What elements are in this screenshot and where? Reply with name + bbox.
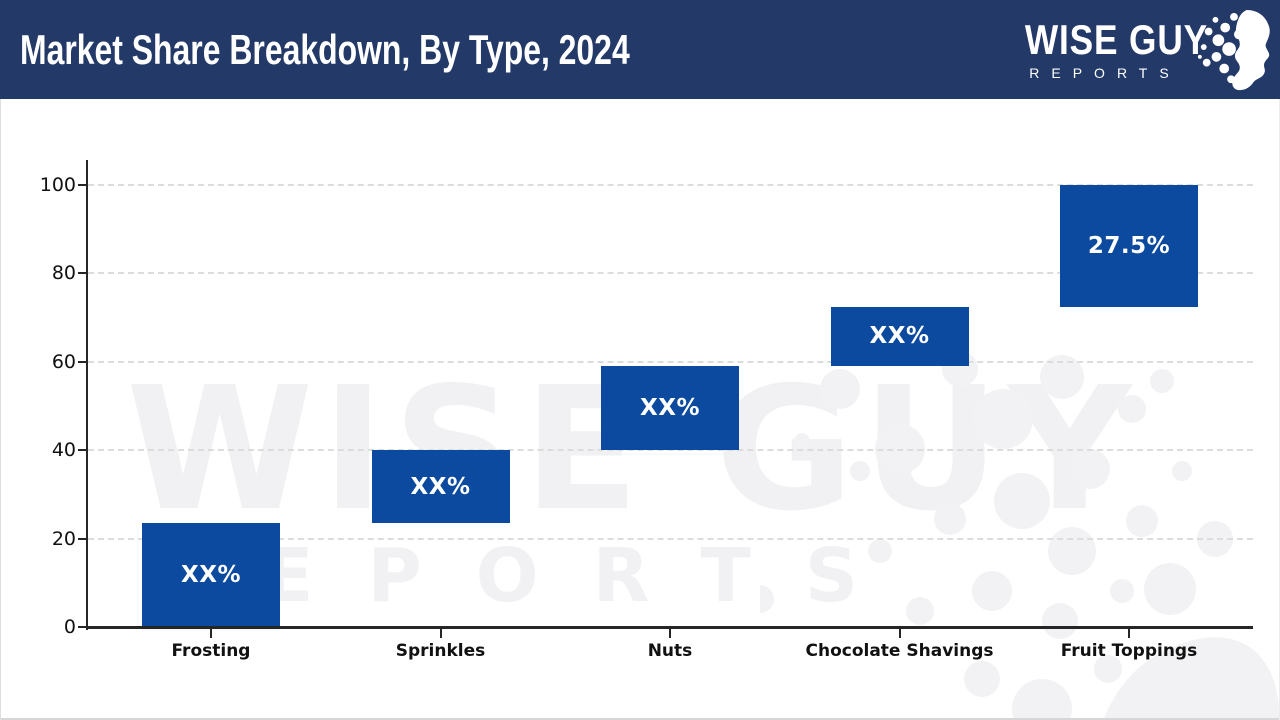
bar-value-label: 27.5% <box>1087 232 1171 259</box>
x-axis-category-label: Chocolate Shavings <box>805 641 994 661</box>
x-axis-line <box>88 626 1253 629</box>
x-axis-tick <box>669 629 671 638</box>
y-axis-line <box>86 160 88 630</box>
bar-value-label: XX% <box>869 323 930 350</box>
x-axis-tick <box>439 629 442 638</box>
y-axis-tick-label: 100 <box>39 174 76 196</box>
x-axis-tick <box>898 629 901 638</box>
page-header: Market Share Breakdown, By Type, 2024 WI… <box>0 0 1280 99</box>
chart-area: WISE GUY REPORTS XX%XX%XX%XX%27.5% 02040… <box>0 99 1280 720</box>
gridline <box>88 272 1253 275</box>
y-axis-tick <box>78 360 88 363</box>
waterfall-bar-chocolate-shavings: XX% <box>830 306 969 367</box>
x-axis-category-label: Sprinkles <box>395 641 486 661</box>
y-axis-tick <box>78 537 88 540</box>
waterfall-bar-nuts: XX% <box>601 366 739 451</box>
x-axis-tick <box>210 629 212 638</box>
waterfall-bar-fruit-toppings: 27.5% <box>1060 185 1198 307</box>
logo-face-icon <box>1195 10 1270 91</box>
gridline <box>88 449 1253 452</box>
logo-subtitle: REPORTS <box>1029 65 1181 82</box>
left-edge-line <box>0 99 1 720</box>
watermark-face-icon <box>760 351 1280 720</box>
gridline <box>88 360 1253 363</box>
y-axis-tick <box>78 272 88 275</box>
wiseguy-logo: WISE GUY REPORTS <box>1012 4 1272 96</box>
y-axis-tick <box>78 184 88 186</box>
waterfall-bar-frosting: XX% <box>142 523 280 627</box>
logo-text: WISE GUY REPORTS <box>990 16 1208 81</box>
page-title: Market Share Breakdown, By Type, 2024 <box>20 25 630 73</box>
gridline <box>88 184 1253 186</box>
y-axis-tick-label: 80 <box>51 262 76 285</box>
x-axis-category-label: Nuts <box>647 641 693 661</box>
y-axis-tick-label: 20 <box>51 527 76 550</box>
y-axis-tick <box>78 449 88 452</box>
waterfall-bar-sprinkles: XX% <box>371 450 510 524</box>
bar-value-label: XX% <box>410 473 471 500</box>
bottom-edge-line <box>0 718 1280 720</box>
x-axis-category-label: Fruit Toppings <box>1060 641 1198 661</box>
bar-value-label: XX% <box>180 562 241 589</box>
x-axis-category-label: Frosting <box>171 641 251 661</box>
gridline <box>88 537 1253 540</box>
x-axis-tick <box>1128 629 1130 638</box>
y-axis-tick <box>78 626 88 628</box>
logo-wordmark: WISE GUY <box>1024 16 1208 63</box>
y-axis-tick-label: 40 <box>51 439 76 462</box>
bar-value-label: XX% <box>639 395 700 422</box>
y-axis-tick-label: 0 <box>63 616 76 638</box>
y-axis-tick-label: 60 <box>51 350 76 373</box>
